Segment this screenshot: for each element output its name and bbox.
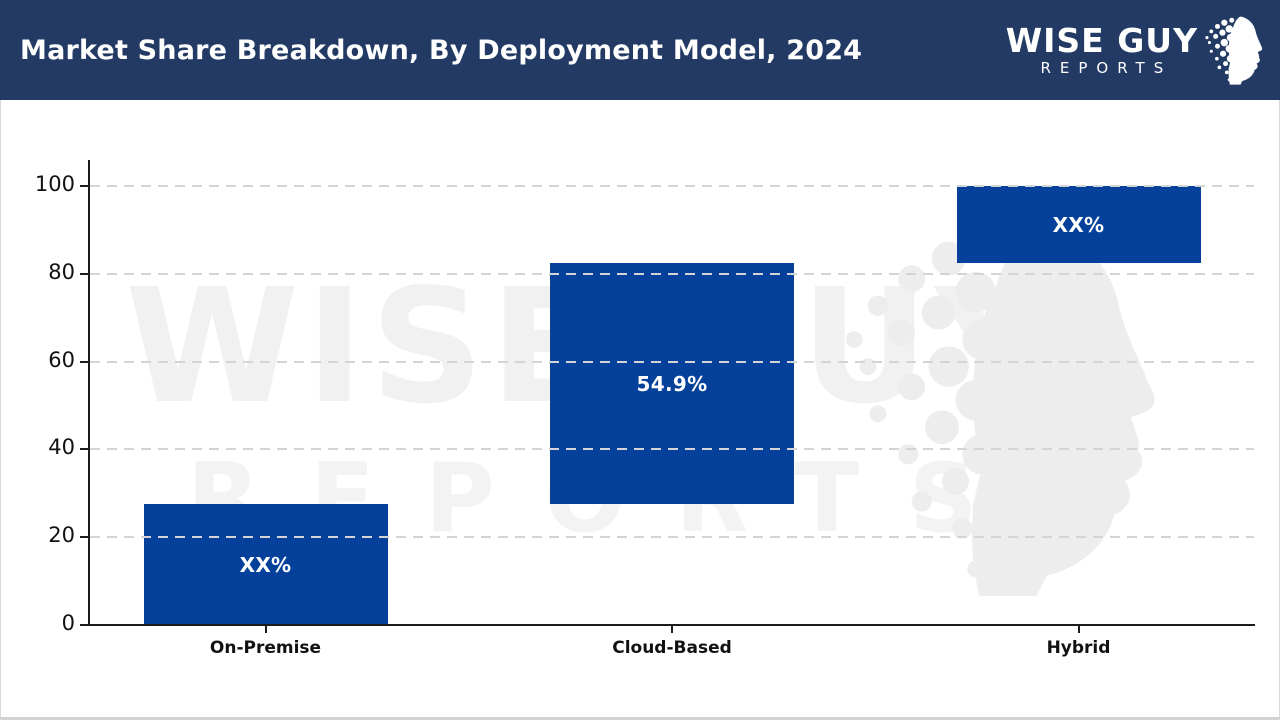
wiseguy-logo: WISE GUY REPORTS xyxy=(1006,6,1264,94)
x-tick-hybrid xyxy=(1077,626,1080,633)
x-category-label-on-premise: On-Premise xyxy=(209,638,322,658)
gridline-80 xyxy=(90,272,1254,275)
y-tick-label-0: 0 xyxy=(61,611,75,635)
x-tick-on-premise xyxy=(264,626,267,633)
page-title: Market Share Breakdown, By Deployment Mo… xyxy=(20,34,863,66)
logo-brand-text: WISE GUY xyxy=(1005,21,1198,60)
y-tick-40 xyxy=(80,448,89,451)
chart-canvas: WISE GUY REPORTS 020406080100XX%On-Premi… xyxy=(0,100,1280,720)
gridline-100 xyxy=(90,185,1254,187)
y-tick-label-40: 40 xyxy=(48,435,75,460)
bar-value-label-on-premise: XX% xyxy=(239,552,292,577)
bar-cloud-based xyxy=(550,263,794,505)
bar-value-label-hybrid: XX% xyxy=(1052,212,1105,237)
y-tick-label-80: 80 xyxy=(48,259,75,284)
bar-on-premise xyxy=(143,504,388,625)
gridline-60 xyxy=(90,360,1254,363)
x-category-label-hybrid: Hybrid xyxy=(1046,638,1111,658)
gridline-20 xyxy=(90,536,1254,539)
x-axis-line xyxy=(88,624,1255,626)
y-tick-60 xyxy=(80,360,89,363)
x-category-label-cloud-based: Cloud-Based xyxy=(612,638,732,658)
bar-hybrid xyxy=(956,186,1201,264)
y-tick-20 xyxy=(80,536,89,539)
y-tick-label-20: 20 xyxy=(48,523,75,548)
y-tick-80 xyxy=(80,272,89,275)
wiseguy-logo-text: WISE GUY REPORTS xyxy=(1006,24,1198,76)
header: Market Share Breakdown, By Deployment Mo… xyxy=(0,0,1280,100)
x-tick-cloud-based xyxy=(671,626,673,633)
wiseguy-face-icon xyxy=(1202,6,1264,94)
y-tick-100 xyxy=(80,185,89,187)
y-tick-label-60: 60 xyxy=(48,347,75,372)
logo-sub-text: REPORTS xyxy=(1040,59,1173,77)
y-axis-line xyxy=(88,160,90,626)
y-tick-0 xyxy=(80,624,89,626)
bar-value-label-cloud-based: 54.9% xyxy=(636,371,708,396)
gridline-40 xyxy=(90,448,1254,451)
y-tick-label-100: 100 xyxy=(34,172,75,196)
